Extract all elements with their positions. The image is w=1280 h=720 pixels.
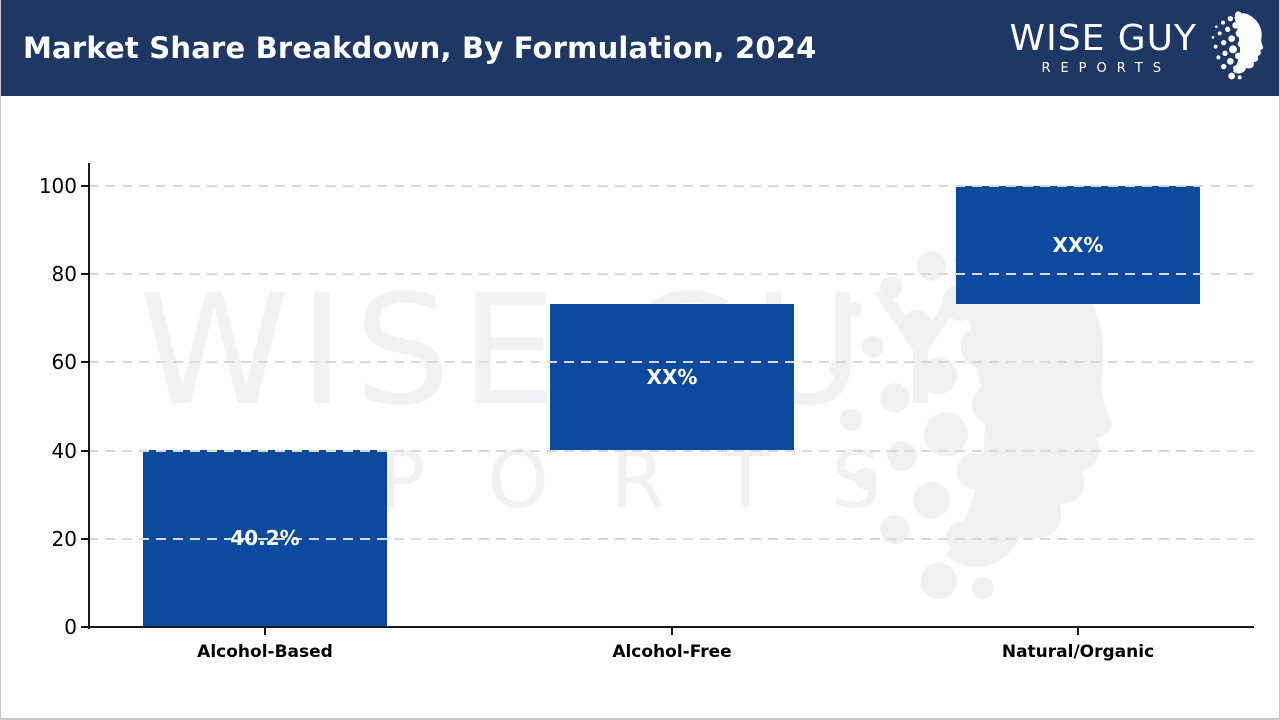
y-tick-label: 80 bbox=[51, 262, 77, 287]
y-tick-label: 20 bbox=[51, 526, 77, 551]
chart-title: Market Share Breakdown, By Formulation, … bbox=[23, 31, 817, 65]
bar-value-label: XX% bbox=[646, 364, 698, 389]
logo-wordmark: WISE GUY REPORTS bbox=[1009, 18, 1198, 76]
logo-text-line1: WISE GUY bbox=[1009, 18, 1197, 59]
header-bar: Market Share Breakdown, By Formulation, … bbox=[1, 0, 1279, 96]
y-tickmark bbox=[81, 361, 88, 364]
bar-value-label: 40.2% bbox=[230, 526, 300, 551]
bar-alcohol-free bbox=[550, 303, 794, 450]
gridline-y20 bbox=[88, 537, 1254, 540]
y-tickmark bbox=[81, 537, 88, 540]
y-tickmark bbox=[81, 449, 88, 452]
x-category-label: Natural/Organic bbox=[1001, 642, 1155, 662]
brand-logo: WISE GUY REPORTS bbox=[1010, 10, 1266, 86]
x-tickmark bbox=[1077, 628, 1079, 635]
gridline-y100 bbox=[88, 185, 1254, 187]
y-axis-line bbox=[88, 163, 90, 629]
gridline-y60 bbox=[88, 361, 1254, 364]
gridline-y80 bbox=[88, 273, 1254, 276]
y-tickmark bbox=[81, 273, 88, 276]
x-category-label: Alcohol-Based bbox=[197, 642, 333, 662]
logo-face-icon bbox=[1205, 10, 1265, 86]
bar-value-label: XX% bbox=[1052, 232, 1104, 257]
gridline-y40 bbox=[88, 449, 1254, 452]
y-tickmark bbox=[81, 185, 88, 187]
y-tick-label: 100 bbox=[38, 174, 77, 198]
logo-text-line2: REPORTS bbox=[1041, 61, 1172, 76]
x-tickmark bbox=[264, 628, 266, 635]
x-tickmark bbox=[671, 628, 673, 635]
y-tick-label: 40 bbox=[51, 438, 77, 463]
y-tick-label: 60 bbox=[51, 350, 77, 375]
x-axis-line bbox=[88, 626, 1254, 628]
y-tickmark bbox=[81, 626, 88, 628]
x-category-label: Alcohol-Free bbox=[612, 642, 732, 662]
y-tick-label: 0 bbox=[64, 615, 77, 639]
